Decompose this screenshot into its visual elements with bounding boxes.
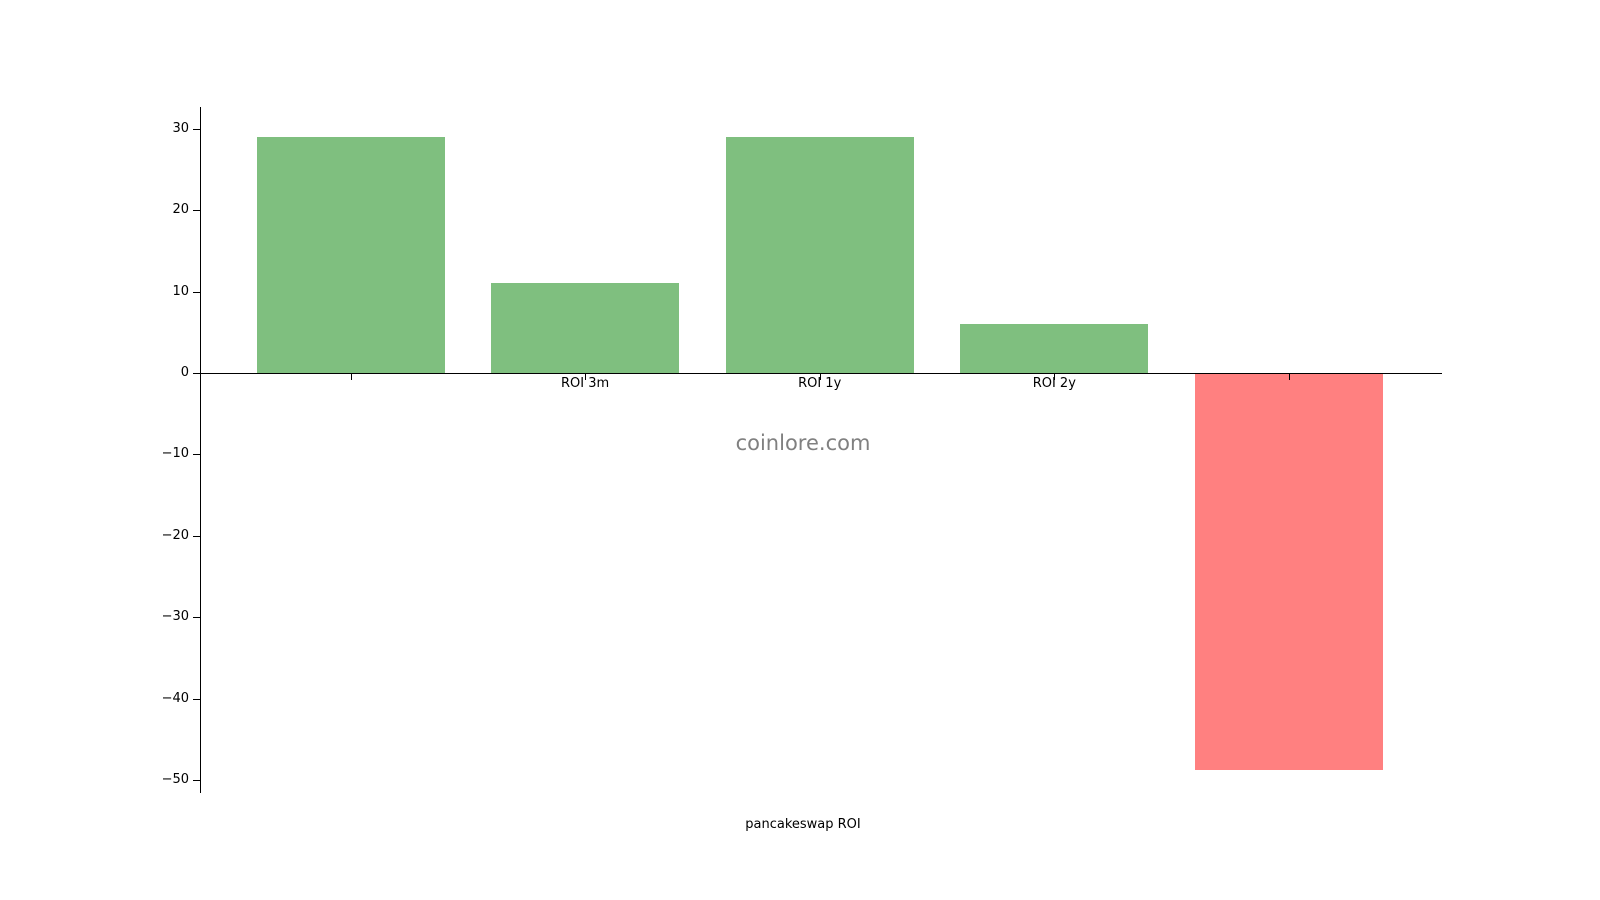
y-axis-tick-label: −10 xyxy=(161,446,189,462)
x-axis-tick-label: ROI 1y xyxy=(798,376,842,391)
y-axis-tick-label: −30 xyxy=(161,609,189,625)
y-axis-tick xyxy=(193,128,200,130)
x-axis-tick xyxy=(1288,373,1290,380)
y-axis-tick-label: 0 xyxy=(180,365,189,380)
bar-ROI 2y xyxy=(960,324,1149,373)
y-axis-tick xyxy=(193,210,200,212)
x-axis-tick-label: ROI 2y xyxy=(1032,376,1076,391)
x-axis-tick xyxy=(819,373,821,380)
y-axis-tick-label: −50 xyxy=(161,772,189,787)
watermark-text: coinlore.com xyxy=(735,431,871,455)
y-axis-tick xyxy=(193,617,200,619)
x-axis-line xyxy=(200,373,1442,374)
y-axis-tick xyxy=(193,535,200,537)
y-axis-tick xyxy=(193,291,200,293)
x-axis-tick xyxy=(585,373,587,380)
y-axis-tick-label: 30 xyxy=(172,120,189,136)
y-axis-line xyxy=(200,107,201,793)
y-axis-tick xyxy=(193,780,200,781)
x-axis-title: pancakeswap ROI xyxy=(745,817,861,832)
bar-ROI 1y xyxy=(725,136,914,373)
x-axis-tick xyxy=(1054,373,1056,380)
y-axis-tick-label: 10 xyxy=(172,283,189,299)
y-axis-tick xyxy=(193,373,200,374)
bar-category-0 xyxy=(256,136,445,373)
y-axis-tick-label: 20 xyxy=(172,202,189,218)
y-axis-tick xyxy=(193,454,200,456)
x-axis-tick xyxy=(350,373,352,380)
x-axis-tick-label: ROI 3m xyxy=(561,376,610,391)
y-axis-tick-label: −20 xyxy=(161,527,189,543)
y-axis-tick xyxy=(193,698,200,700)
y-axis-tick-label: −40 xyxy=(161,690,189,706)
bar-ROI 3m xyxy=(491,283,680,373)
bar-category-4 xyxy=(1194,374,1383,770)
